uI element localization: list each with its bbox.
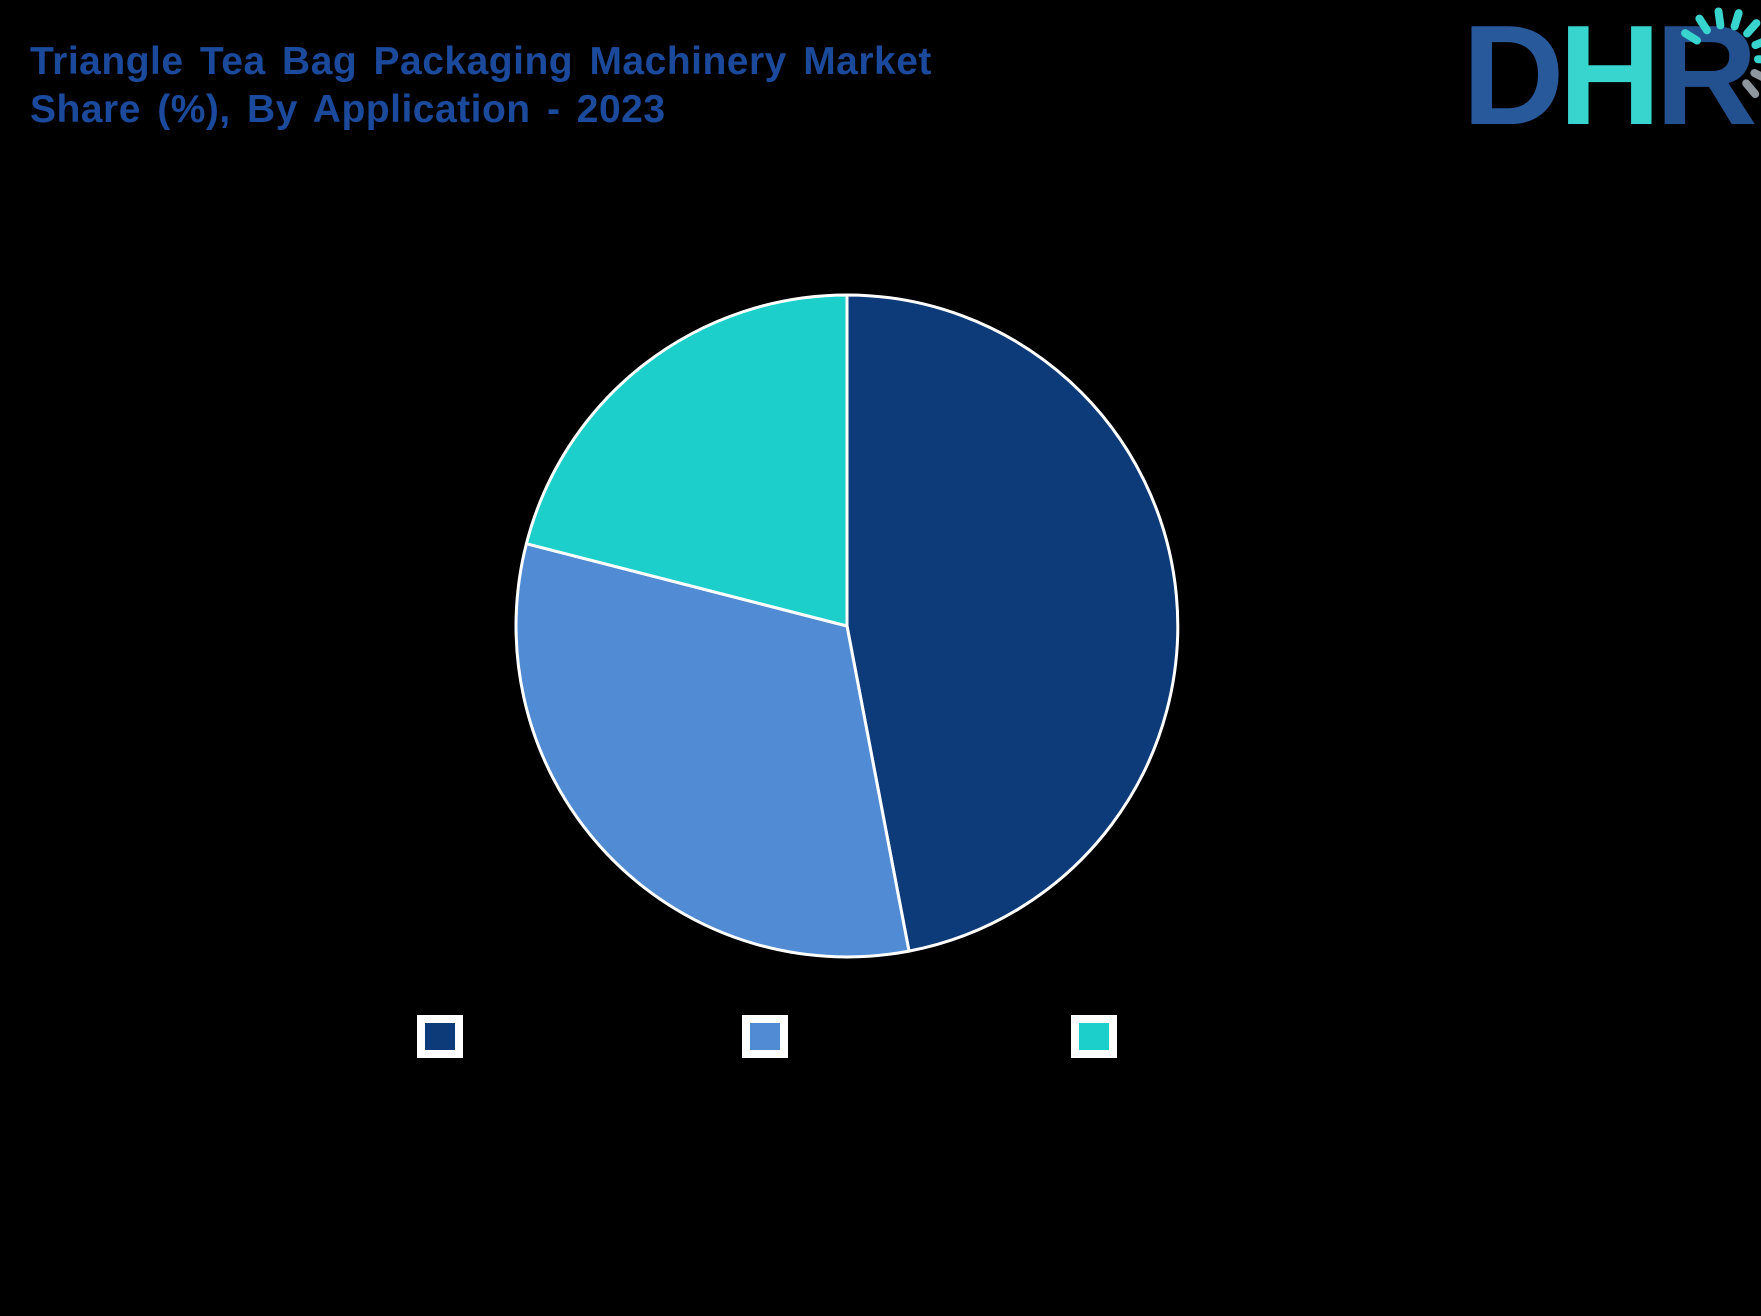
legend-item-3: [1071, 1015, 1117, 1058]
logo-letter-r: R: [1655, 0, 1758, 155]
legend-item-2: [742, 1015, 788, 1058]
chart-title-line-2: Share (%), By Application - 2023: [30, 88, 666, 132]
logo-burst-dash: [1750, 69, 1761, 81]
chart-title-line-1: Triangle Tea Bag Packaging Machinery Mar…: [30, 40, 932, 84]
pie-slice-2: [514, 542, 911, 959]
pie-slice-1: [845, 293, 1180, 953]
legend: [0, 1015, 1761, 1075]
dhr-logo: DHR: [1462, 0, 1758, 155]
pie-chart: [514, 293, 1180, 959]
legend-swatch-3: [1071, 1015, 1117, 1058]
legend-swatch-1: [417, 1015, 463, 1058]
legend-item-1: [417, 1015, 463, 1058]
legend-swatch-2: [742, 1015, 788, 1058]
logo-letter-h: H: [1558, 0, 1662, 155]
pie-slice-3: [524, 293, 849, 628]
logo-burst-dash: [1751, 38, 1761, 50]
logo-letter-d: D: [1462, 0, 1565, 155]
chart-title: Triangle Tea Bag Packaging Machinery Mar…: [30, 38, 932, 134]
